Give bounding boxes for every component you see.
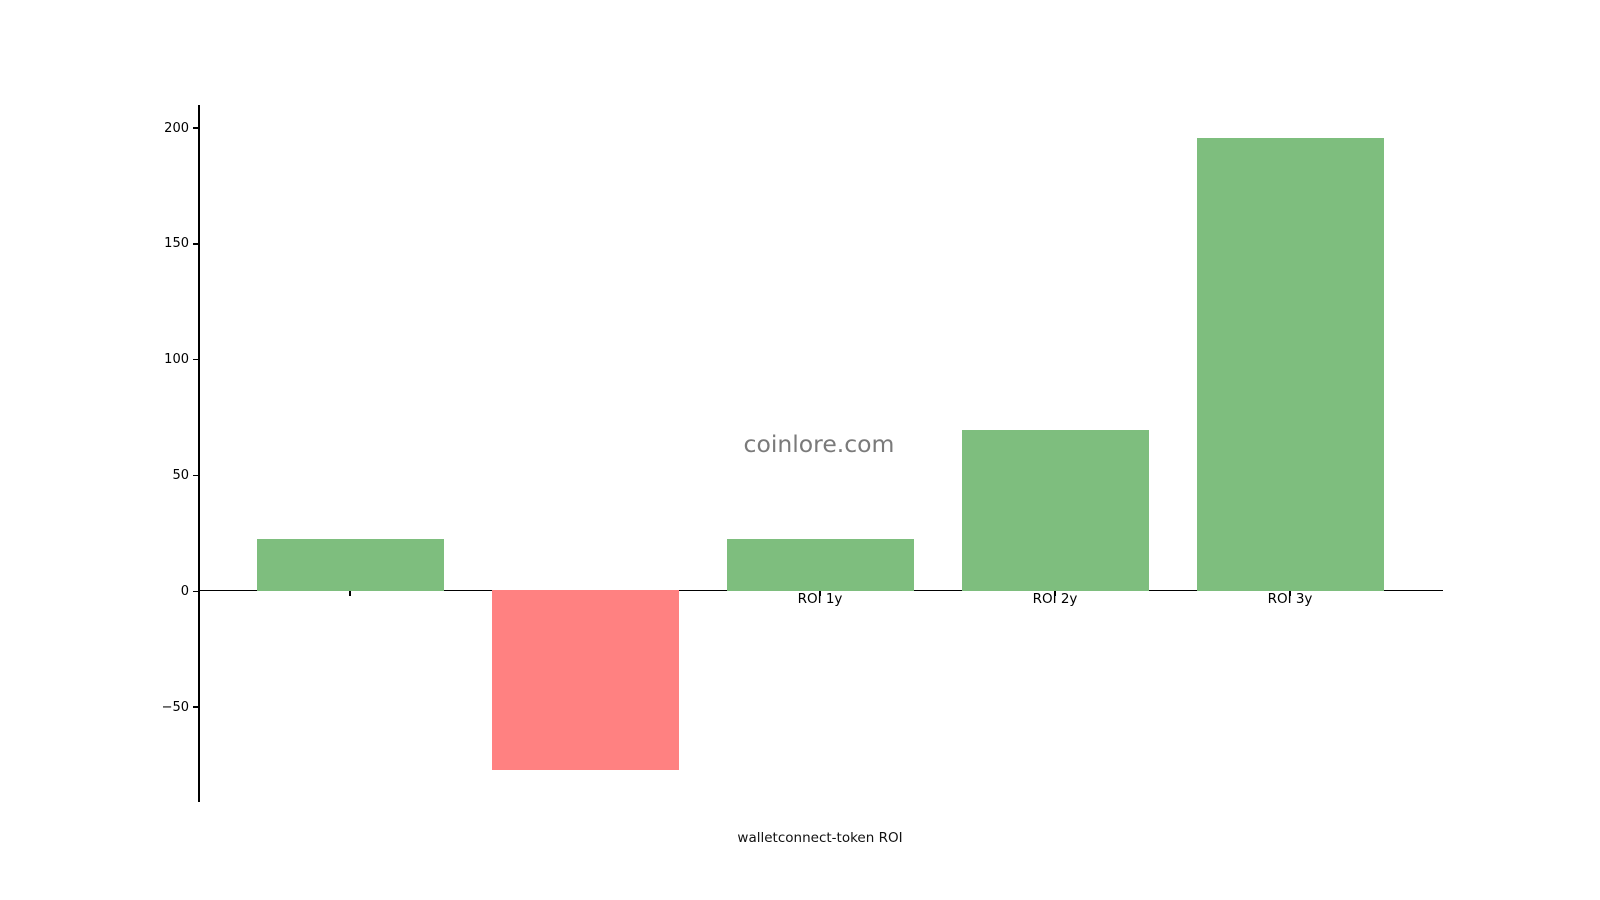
y-tick-label: 50 <box>172 467 189 483</box>
y-tick-label: 0 <box>180 583 189 599</box>
x-tick-label: ROI 1y <box>797 590 843 607</box>
y-tick-label: 100 <box>164 352 189 368</box>
x-tick-label: ROI 2y <box>1032 590 1078 607</box>
x-axis-tick <box>1289 591 1291 597</box>
y-tick-label: 200 <box>164 120 189 136</box>
bar-roi-3y <box>1196 138 1384 592</box>
y-tick-label: −50 <box>161 699 189 715</box>
watermark-text: coinlore.com <box>743 430 895 458</box>
x-axis-tick <box>819 591 821 597</box>
y-axis-tick <box>193 127 198 129</box>
y-axis-tick <box>193 706 198 708</box>
y-axis-tick <box>193 590 198 593</box>
y-tick-label: 150 <box>164 236 189 252</box>
chart-title: walletconnect-token ROI <box>737 830 903 846</box>
x-tick-label: ROI 3y <box>1267 590 1313 607</box>
y-axis-tick <box>193 474 198 477</box>
bar-bar-1 <box>256 539 444 592</box>
x-axis-tick <box>1054 591 1056 597</box>
y-axis-tick <box>193 243 198 245</box>
y-axis-line <box>198 105 200 802</box>
bar-roi-2y <box>961 429 1149 592</box>
x-axis-tick <box>349 591 351 597</box>
bar-roi-1y <box>726 539 914 592</box>
bar-bar-2 <box>491 589 679 770</box>
y-axis-tick <box>193 358 198 361</box>
